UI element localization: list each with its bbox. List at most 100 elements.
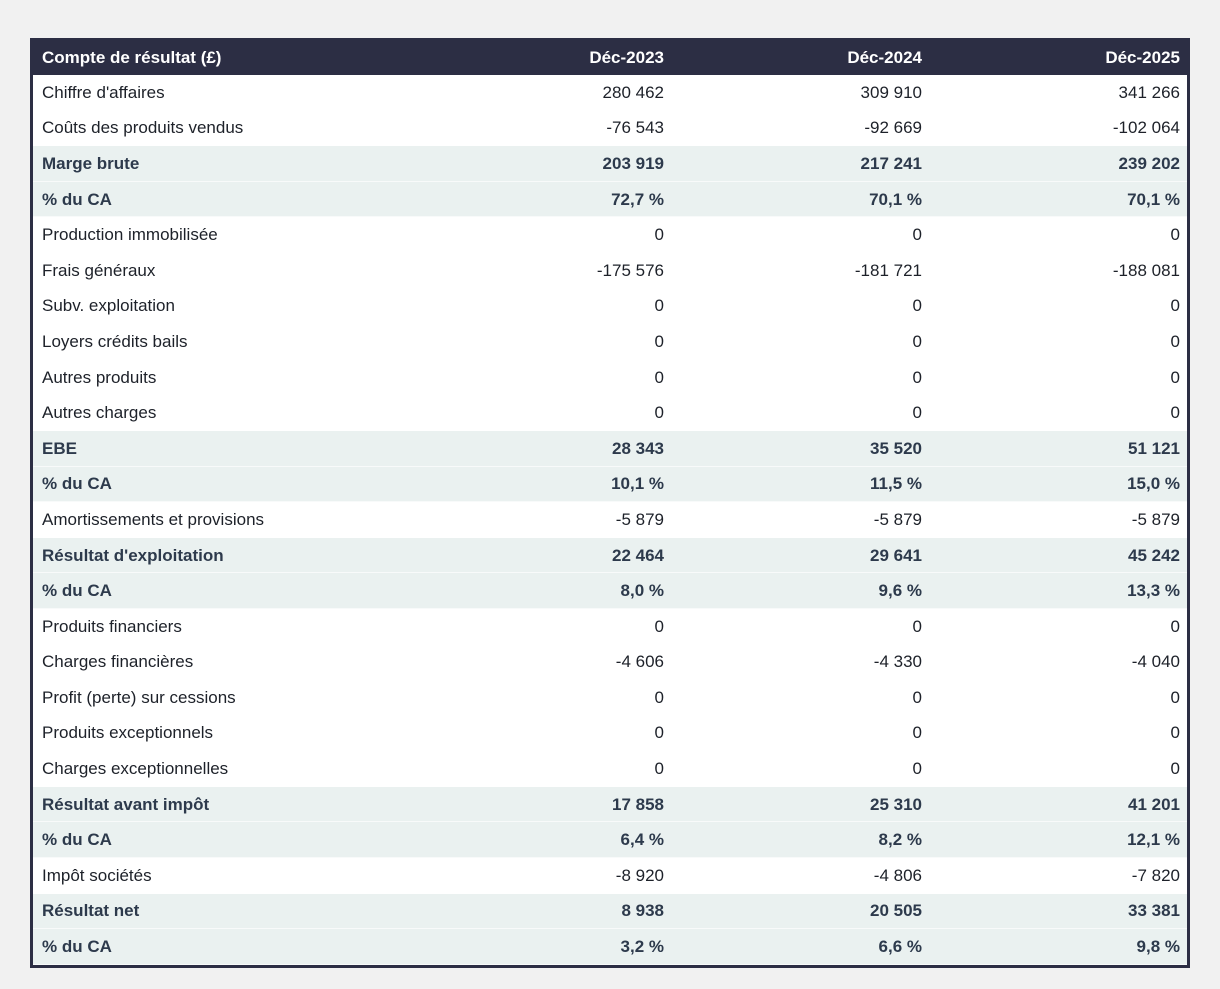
row-label: Autres charges	[42, 403, 157, 423]
row-value: -5 879	[615, 509, 664, 529]
table-row: % du CA 3,2 % 6,6 % 9,8 %	[33, 929, 1187, 965]
row-value: 0	[654, 331, 664, 351]
row-value: 10,1 %	[611, 474, 664, 494]
row-value: 0	[654, 225, 664, 245]
row-value: 0	[1170, 687, 1180, 707]
table-row: EBE 28 343 35 520 51 121	[33, 430, 1187, 467]
table-row: Profit (perte) sur cessions 0 0 0	[33, 680, 1187, 716]
row-value: 217 241	[860, 153, 922, 173]
row-value: 0	[1170, 759, 1180, 779]
row-label: Frais généraux	[42, 260, 156, 280]
column-header-dec-2025: Déc-2025	[1105, 48, 1180, 67]
column-header-dec-2024: Déc-2024	[847, 48, 922, 67]
row-label: Charges exceptionnelles	[42, 759, 229, 779]
table-row: Coûts des produits vendus -76 543 -92 669 -…	[33, 110, 1187, 147]
row-value: 6,4 %	[620, 830, 664, 850]
table-row: Résultat avant impôt 17 858 25 310 41 201	[33, 786, 1187, 823]
row-value: 0	[1170, 331, 1180, 351]
row-value: 0	[1170, 367, 1180, 387]
row-value: 70,1 %	[1127, 189, 1180, 209]
row-value: 12,1 %	[1127, 830, 1180, 850]
row-label: Amortissements et provisions	[42, 509, 265, 529]
row-label: Autres produits	[42, 367, 157, 387]
row-value: 0	[912, 723, 922, 743]
row-label: % du CA	[42, 189, 112, 209]
row-value: -4 040	[1131, 652, 1180, 672]
row-value: -5 879	[873, 509, 922, 529]
row-value: -5 879	[1131, 509, 1180, 529]
row-value: 0	[912, 331, 922, 351]
row-value: 8 938	[621, 901, 664, 921]
row-label: % du CA	[42, 581, 112, 601]
row-value: 0	[654, 723, 664, 743]
row-value: -76 543	[606, 118, 664, 138]
row-value: 0	[654, 759, 664, 779]
row-value: -8 920	[615, 865, 664, 885]
table-row: Subv. exploitation 0 0 0	[33, 288, 1187, 325]
row-label: Profit (perte) sur cessions	[42, 687, 236, 707]
row-value: 309 910	[860, 82, 922, 102]
row-label: Subv. exploitation	[42, 296, 175, 316]
row-value: -181 721	[854, 260, 922, 280]
row-label: Résultat net	[42, 901, 140, 921]
row-value: 25 310	[870, 794, 922, 814]
row-label: Production immobilisée	[42, 225, 218, 245]
row-value: 0	[1170, 296, 1180, 316]
row-value: 72,7 %	[611, 189, 664, 209]
table-title: Compte de résultat (£)	[42, 48, 222, 67]
table-row: Résultat d'exploitation 22 464 29 641 45 24…	[33, 537, 1187, 574]
row-value: 203 919	[602, 153, 664, 173]
row-value: 8,0 %	[620, 581, 664, 601]
row-label: % du CA	[42, 830, 112, 850]
row-label: Marge brute	[42, 153, 140, 173]
row-value: -4 606	[615, 652, 664, 672]
row-label: % du CA	[42, 937, 112, 957]
table-row: Loyers crédits bails 0 0 0	[33, 324, 1187, 360]
table-row: Charges financières -4 606 -4 330 -4 040	[33, 644, 1187, 681]
row-value: 51 121	[1128, 438, 1180, 458]
row-value: 0	[912, 687, 922, 707]
row-label: Loyers crédits bails	[42, 331, 188, 351]
table-row: Frais généraux -175 576 -181 721 -188 081	[33, 252, 1187, 289]
row-value: 0	[912, 225, 922, 245]
table-row: Charges exceptionnelles 0 0 0	[33, 751, 1187, 787]
row-value: 15,0 %	[1127, 474, 1180, 494]
row-label: Impôt sociétés	[42, 865, 152, 885]
row-value: 0	[654, 296, 664, 316]
row-value: 20 505	[870, 901, 922, 921]
row-label: Résultat d'exploitation	[42, 545, 224, 565]
row-value: 45 242	[1128, 545, 1180, 565]
row-label: Résultat avant impôt	[42, 794, 210, 814]
table-row: Amortissements et provisions -5 879 -5 879…	[33, 502, 1187, 538]
table-row: Autres produits 0 0 0	[33, 359, 1187, 396]
row-value: 0	[1170, 723, 1180, 743]
row-value: 280 462	[602, 82, 664, 102]
row-value: 0	[912, 367, 922, 387]
row-value: 9,6 %	[878, 581, 922, 601]
column-header-dec-2023: Déc-2023	[589, 48, 664, 67]
row-label: Produits exceptionnels	[42, 723, 214, 743]
row-value: 3,2 %	[620, 937, 664, 957]
row-value: -188 081	[1112, 260, 1180, 280]
income-statement-table: Compte de résultat (£) Déc-2023 Déc-2024…	[30, 38, 1190, 968]
row-value: 0	[912, 403, 922, 423]
row-value: 341 266	[1118, 82, 1180, 102]
table-row: Chiffre d'affaires 280 462 309 910 341 266	[33, 75, 1187, 111]
row-value: 11,5 %	[870, 474, 922, 494]
table-row: % du CA 6,4 % 8,2 % 12,1 %	[33, 822, 1187, 859]
row-value: 33 381	[1128, 901, 1180, 921]
row-value: 17 858	[612, 794, 664, 814]
row-value: 0	[654, 403, 664, 423]
row-label: % du CA	[42, 474, 112, 494]
row-value: -102 064	[1112, 118, 1180, 138]
row-label: Charges financières	[42, 652, 194, 672]
row-value: 0	[1170, 225, 1180, 245]
row-value: 0	[1170, 616, 1180, 636]
row-value: 28 343	[612, 438, 664, 458]
row-value: 9,8 %	[1136, 937, 1180, 957]
row-value: 29 641	[870, 545, 922, 565]
table-body: Chiffre d'affaires 280 462 309 910 341 266 C…	[33, 75, 1187, 965]
row-value: 70,1 %	[869, 189, 922, 209]
row-label: Chiffre d'affaires	[42, 82, 165, 102]
row-label: Produits financiers	[42, 616, 182, 636]
